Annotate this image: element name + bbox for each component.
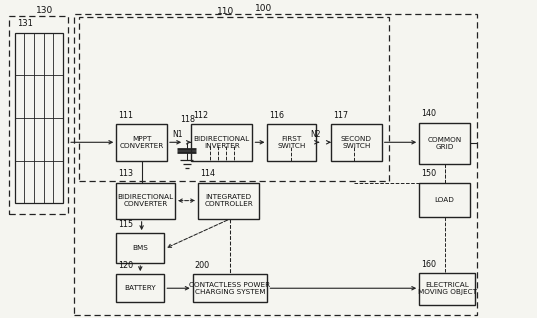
Text: 120: 120 — [118, 261, 134, 270]
Bar — [116, 124, 167, 161]
Bar — [419, 123, 470, 164]
Bar — [267, 124, 316, 161]
Text: BMS: BMS — [132, 245, 148, 251]
Text: 140: 140 — [422, 109, 436, 118]
Bar — [79, 17, 389, 181]
Bar — [193, 274, 267, 302]
Text: 131: 131 — [17, 19, 33, 28]
Text: 118: 118 — [180, 115, 195, 124]
Text: BIDIRECTIONAL
INVERTER: BIDIRECTIONAL INVERTER — [194, 136, 250, 149]
Text: COMMON
GRID: COMMON GRID — [427, 137, 462, 150]
Text: 200: 200 — [195, 261, 210, 270]
Text: 114: 114 — [200, 169, 215, 178]
Bar — [419, 183, 470, 217]
Bar — [198, 183, 259, 219]
Text: 115: 115 — [118, 220, 134, 229]
Text: CONTACTLESS POWER
CHARGING SYSTEM: CONTACTLESS POWER CHARGING SYSTEM — [190, 282, 271, 295]
Bar — [116, 274, 164, 302]
Bar — [10, 16, 68, 214]
Text: INTEGRATED
CONTROLLER: INTEGRATED CONTROLLER — [204, 194, 253, 207]
Text: 117: 117 — [333, 111, 349, 120]
Text: 111: 111 — [118, 111, 133, 120]
Text: BATTERY: BATTERY — [125, 285, 156, 291]
Bar — [419, 273, 475, 305]
Text: 130: 130 — [36, 6, 53, 15]
Text: 100: 100 — [255, 4, 272, 13]
Bar — [14, 33, 63, 203]
Text: N2: N2 — [310, 130, 320, 139]
Bar — [116, 233, 164, 263]
Text: 110: 110 — [217, 7, 234, 16]
Text: BIDIRECTIONAL
CONVERTER: BIDIRECTIONAL CONVERTER — [118, 194, 173, 207]
Text: ELECTRICAL
MOVING OBJECT: ELECTRICAL MOVING OBJECT — [418, 282, 477, 295]
Text: 150: 150 — [422, 169, 437, 178]
Text: N1: N1 — [172, 130, 183, 139]
Text: 113: 113 — [118, 169, 133, 178]
Text: 160: 160 — [422, 260, 436, 269]
Text: 112: 112 — [193, 111, 208, 120]
Text: 116: 116 — [270, 111, 285, 120]
Text: LOAD: LOAD — [434, 197, 454, 203]
Bar — [331, 124, 382, 161]
Text: FIRST
SWITCH: FIRST SWITCH — [277, 136, 306, 149]
Text: MPPT
CONVERTER: MPPT CONVERTER — [120, 136, 164, 149]
Bar — [191, 124, 252, 161]
Bar — [116, 183, 175, 219]
Bar — [74, 14, 477, 315]
Text: SECOND
SWITCH: SECOND SWITCH — [341, 136, 372, 149]
